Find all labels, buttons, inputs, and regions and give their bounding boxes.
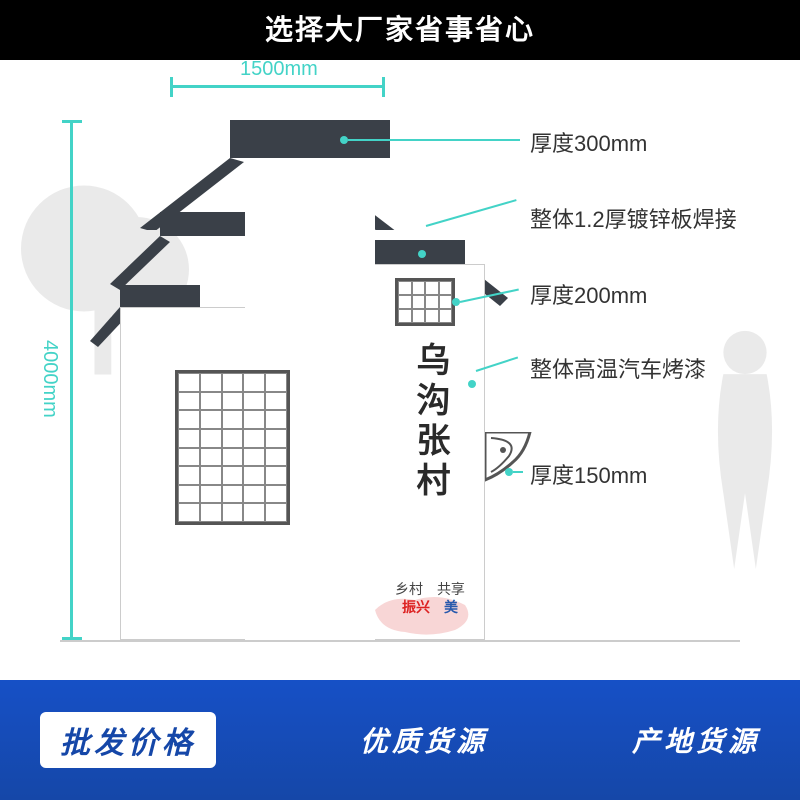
callout-line-4 [513, 471, 523, 473]
sign-text: 乌沟张村 [406, 342, 455, 502]
diagram-area: 4000mm 1500mm [0, 60, 800, 680]
dim-height-tick-top [62, 120, 82, 123]
callout-4: 厚度150mm [530, 458, 647, 490]
dim-width-bar [170, 85, 385, 88]
dim-width-tick-r [382, 77, 385, 97]
callout-dot-3 [468, 380, 476, 388]
callout-dot-0 [340, 136, 348, 144]
dim-height-label: 4000mm [38, 340, 61, 418]
callout-2: 厚度200mm [530, 278, 647, 310]
dim-width-tick-l [170, 77, 173, 97]
bottom-mid: 优质货源 [360, 720, 488, 760]
lattice-small [395, 278, 455, 326]
map-silhouette [370, 590, 480, 640]
bottom-bar: 批发价格 优质货源 产地货源 [0, 680, 800, 800]
corbel-ornament [485, 432, 533, 492]
callout-0: 厚度300mm [530, 126, 647, 158]
bg-figure-silhouette [690, 320, 800, 580]
ground-line [60, 640, 740, 642]
top-banner: 选择大厂家省事省心 [0, 0, 800, 60]
callout-dot-1 [418, 250, 426, 258]
dim-height-bar [70, 120, 73, 640]
callout-1: 整体1.2厚镀锌板焊接 [530, 202, 737, 234]
bottom-badge: 批发价格 [40, 712, 216, 768]
dim-width-label: 1500mm [240, 58, 318, 81]
bottom-right: 产地货源 [632, 720, 760, 760]
callout-dot-4 [505, 468, 513, 476]
callout-3: 整体高温汽车烤漆 [530, 352, 706, 384]
callout-dot-2 [452, 298, 460, 306]
stage: 选择大厂家省事省心 4000mm 1500mm [0, 0, 800, 800]
callout-line-0 [348, 139, 520, 141]
callout-line-1 [426, 199, 517, 227]
lattice-large [175, 370, 290, 525]
